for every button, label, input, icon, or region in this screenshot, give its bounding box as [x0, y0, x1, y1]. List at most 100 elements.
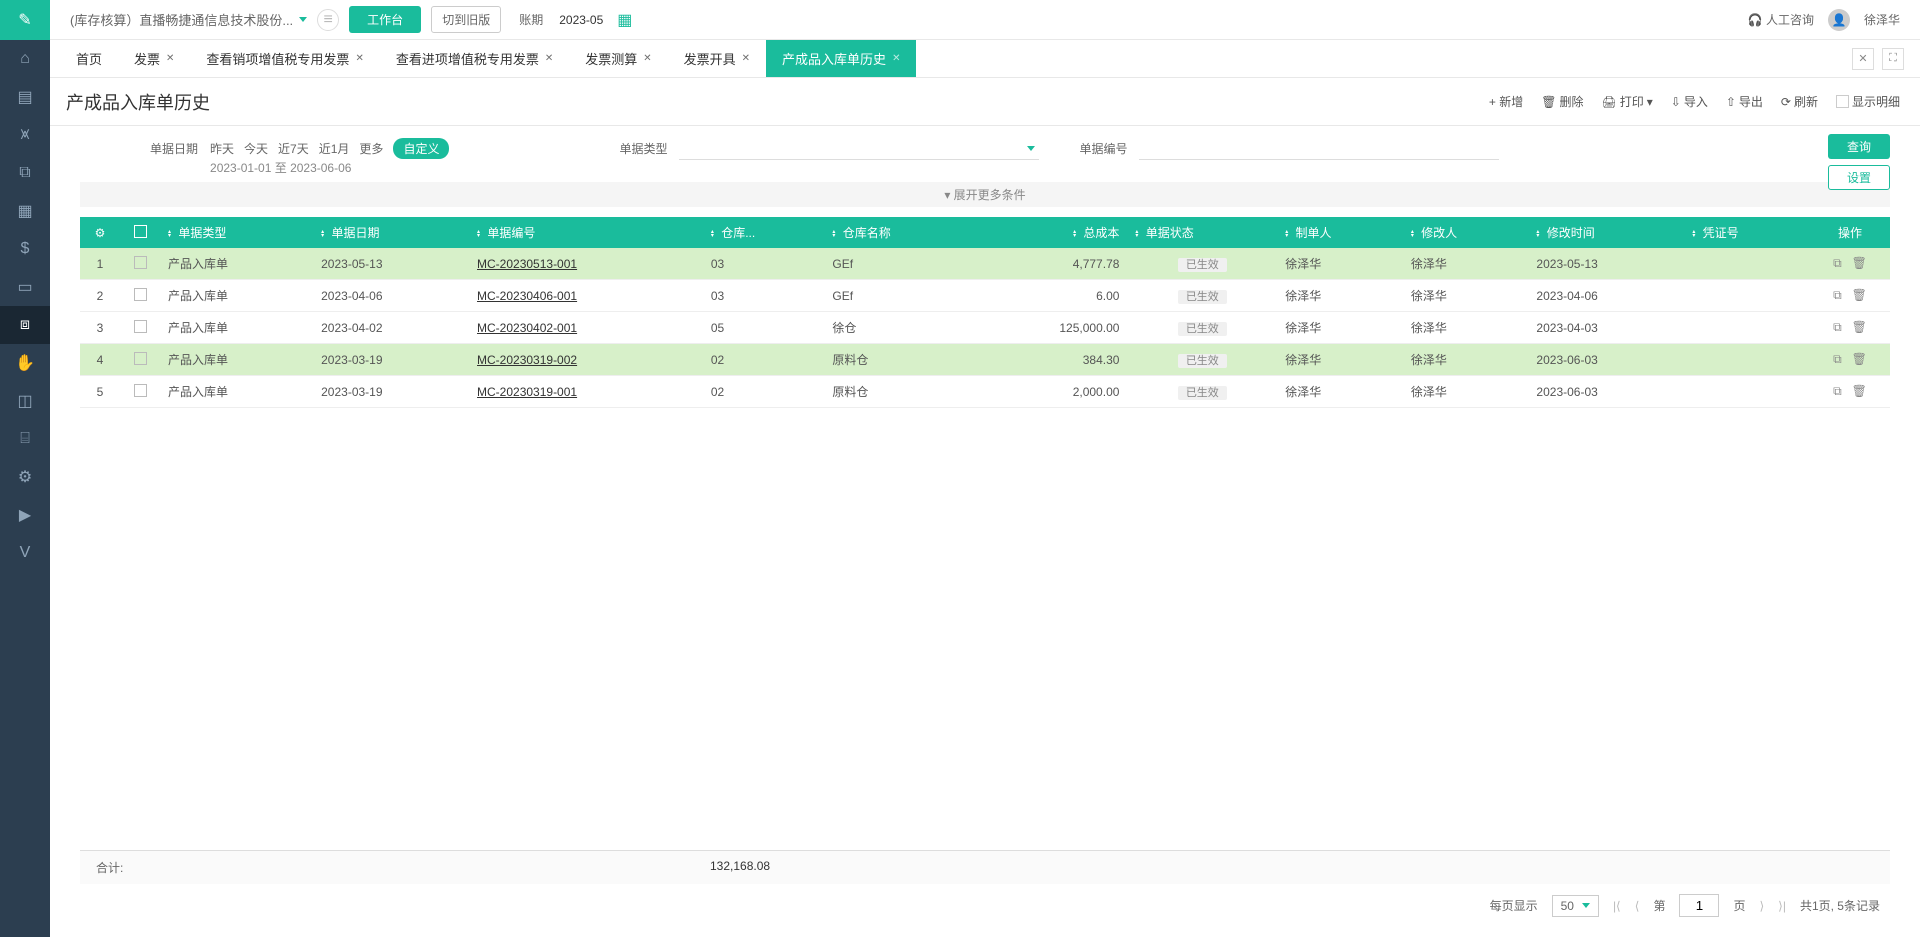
date-custom-pill[interactable]: 自定义 — [393, 138, 449, 159]
sidebar-money-icon[interactable]: $ — [0, 230, 50, 268]
sidebar-archive-icon[interactable]: ⌸ — [0, 420, 50, 458]
column-header[interactable]: ▴▾ 制单人 — [1277, 217, 1403, 248]
column-header[interactable]: ▴▾ 仓库... — [703, 217, 825, 248]
delete-icon[interactable]: 🗑 — [1852, 352, 1867, 367]
first-page-icon[interactable]: |⟨ — [1613, 899, 1621, 913]
view-icon[interactable]: ⧉ — [1833, 256, 1842, 271]
sort-icon[interactable]: ▴▾ — [1073, 230, 1076, 238]
column-header[interactable]: ▴▾ 修改时间 — [1528, 217, 1684, 248]
sort-icon[interactable]: ▴▾ — [832, 230, 835, 238]
column-header[interactable]: ▴▾ 修改人 — [1403, 217, 1529, 248]
column-header[interactable]: ▴▾ 单据状态 — [1127, 217, 1277, 248]
row-checkbox[interactable] — [134, 256, 147, 269]
sidebar-box-icon[interactable]: ◫ — [0, 382, 50, 420]
search-button[interactable]: 查询 — [1828, 134, 1890, 159]
tab[interactable]: 查看销项增值税专用发票✕ — [190, 40, 379, 77]
sort-icon[interactable]: ▴▾ — [1285, 230, 1288, 238]
calendar-icon[interactable]: ▦ — [617, 10, 632, 30]
sort-icon[interactable]: ▴▾ — [168, 230, 171, 238]
sidebar-doc-icon[interactable]: ▤ — [0, 78, 50, 116]
sort-icon[interactable]: ▴▾ — [1692, 230, 1695, 238]
date-shortcut[interactable]: 今天 — [244, 140, 268, 157]
select-all-checkbox[interactable] — [134, 225, 147, 238]
delete-icon[interactable]: 🗑 — [1852, 320, 1867, 335]
fullscreen-icon[interactable]: ⛶ — [1882, 48, 1904, 70]
workspace-button[interactable]: 工作台 — [349, 6, 421, 33]
sidebar-bag-icon[interactable]: ⧉ — [0, 154, 50, 192]
sidebar-home-icon[interactable]: ⌂ — [0, 40, 50, 78]
tab[interactable]: 产成品入库单历史✕ — [766, 40, 916, 77]
sidebar-hand-icon[interactable]: ✋ — [0, 344, 50, 382]
page-input[interactable] — [1679, 894, 1719, 917]
close-icon[interactable]: ✕ — [892, 53, 900, 64]
delete-button[interactable]: 🗑 删除 — [1541, 93, 1583, 110]
code-input[interactable] — [1139, 138, 1499, 160]
row-checkbox[interactable] — [134, 384, 147, 397]
tab[interactable]: 发票✕ — [118, 40, 190, 77]
table-row[interactable]: 3产品入库单2023-04-02MC-20230402-00105徐仓125,0… — [80, 312, 1890, 344]
sidebar-shirt-icon[interactable]: ▭ — [0, 268, 50, 306]
delete-icon[interactable]: 🗑 — [1852, 288, 1867, 303]
table-row[interactable]: 1产品入库单2023-05-13MC-20230513-00103GEf4,77… — [80, 248, 1890, 280]
close-icon[interactable]: ✕ — [643, 53, 651, 64]
date-shortcut[interactable]: 近1月 — [319, 140, 350, 157]
sort-icon[interactable]: ▴▾ — [321, 230, 324, 238]
per-page-select[interactable]: 50 — [1552, 895, 1599, 917]
expand-conditions[interactable]: ▾ 展开更多条件 — [80, 182, 1890, 207]
delete-icon[interactable]: 🗑 — [1852, 384, 1867, 399]
switch-old-button[interactable]: 切到旧版 — [431, 6, 501, 33]
sidebar-gear-icon[interactable]: ⚙ — [0, 458, 50, 496]
show-detail-checkbox[interactable]: 显示明细 — [1836, 93, 1900, 110]
doc-code-link[interactable]: MC-20230406-001 — [477, 289, 577, 303]
column-header[interactable] — [120, 217, 160, 248]
row-checkbox[interactable] — [134, 352, 147, 365]
column-header[interactable]: ⚙ — [80, 217, 120, 248]
doc-code-link[interactable]: MC-20230402-001 — [477, 321, 577, 335]
view-icon[interactable]: ⧉ — [1833, 352, 1842, 367]
add-button[interactable]: + 新增 — [1489, 93, 1523, 110]
setting-button[interactable]: 设置 — [1828, 165, 1890, 190]
column-header[interactable]: ▴▾ 单据编号 — [469, 217, 703, 248]
close-icon[interactable]: ✕ — [742, 53, 750, 64]
tab[interactable]: 发票测算✕ — [569, 40, 667, 77]
last-page-icon[interactable]: ⟩| — [1778, 899, 1786, 913]
consult-link[interactable]: 🎧 人工咨询 — [1748, 11, 1814, 28]
view-icon[interactable]: ⧉ — [1833, 384, 1842, 399]
sort-icon[interactable]: ▴▾ — [1135, 230, 1138, 238]
sort-icon[interactable]: ▴▾ — [1536, 230, 1539, 238]
gear-icon[interactable]: ⚙ — [95, 226, 106, 240]
close-icon[interactable]: ✕ — [355, 53, 363, 64]
table-row[interactable]: 2产品入库单2023-04-06MC-20230406-00103GEf6.00… — [80, 280, 1890, 312]
close-tab-icon[interactable]: ✕ — [1852, 48, 1874, 70]
column-header[interactable]: ▴▾ 仓库名称 — [824, 217, 974, 248]
sidebar-v-icon[interactable]: V — [0, 534, 50, 572]
sort-icon[interactable]: ▴▾ — [711, 230, 714, 238]
sidebar-chart-icon[interactable]: ⩙ — [0, 116, 50, 154]
print-button[interactable]: 🖨 打印 ▾ — [1601, 93, 1652, 110]
tab[interactable]: 发票开具✕ — [668, 40, 766, 77]
avatar-icon[interactable]: 👤 — [1828, 9, 1850, 31]
sidebar-clipboard-icon[interactable]: ▦ — [0, 192, 50, 230]
column-header[interactable]: 操作 — [1810, 217, 1890, 248]
column-header[interactable]: ▴▾ 单据日期 — [313, 217, 469, 248]
row-checkbox[interactable] — [134, 288, 147, 301]
tab[interactable]: 查看进项增值税专用发票✕ — [380, 40, 569, 77]
date-shortcut[interactable]: 更多 — [359, 140, 383, 157]
close-icon[interactable]: ✕ — [166, 53, 174, 64]
export-button[interactable]: ⇧ 导出 — [1726, 93, 1763, 110]
prev-page-icon[interactable]: ⟨ — [1635, 899, 1640, 913]
date-shortcut[interactable]: 昨天 — [210, 140, 234, 157]
column-header[interactable]: ▴▾ 凭证号 — [1684, 217, 1810, 248]
import-button[interactable]: ⇩ 导入 — [1671, 93, 1708, 110]
close-icon[interactable]: ✕ — [545, 53, 553, 64]
row-checkbox[interactable] — [134, 320, 147, 333]
sidebar-warehouse-icon[interactable]: ⧈ — [0, 306, 50, 344]
column-header[interactable]: ▴▾ 总成本 — [974, 217, 1127, 248]
table-row[interactable]: 4产品入库单2023-03-19MC-20230319-00202原料仓384.… — [80, 344, 1890, 376]
delete-icon[interactable]: 🗑 — [1852, 256, 1867, 271]
view-icon[interactable]: ⧉ — [1833, 288, 1842, 303]
column-header[interactable]: ▴▾ 单据类型 — [160, 217, 313, 248]
doc-code-link[interactable]: MC-20230319-002 — [477, 353, 577, 367]
info-icon[interactable]: ≡ — [317, 9, 339, 31]
next-page-icon[interactable]: ⟩ — [1759, 899, 1764, 913]
